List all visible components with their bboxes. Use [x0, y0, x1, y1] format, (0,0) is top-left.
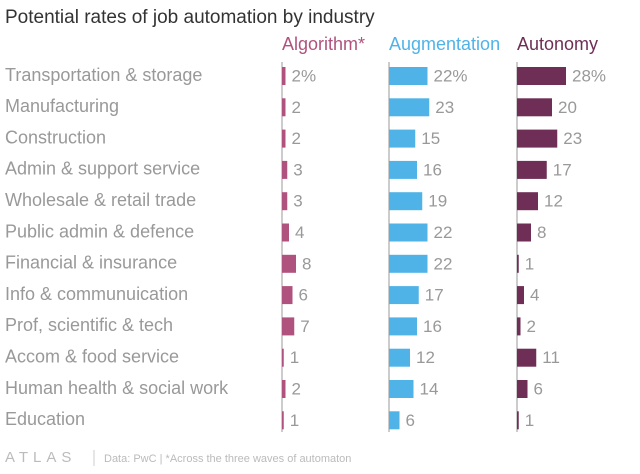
- series-header: Autonomy: [517, 34, 598, 54]
- bar: [517, 223, 531, 242]
- bar: [282, 411, 284, 430]
- bar: [517, 380, 528, 398]
- value-label: 1: [290, 411, 299, 430]
- value-label: 6: [299, 286, 308, 305]
- value-label: 2: [292, 129, 301, 148]
- category-label: Human health & social work: [5, 378, 229, 398]
- bar: [282, 380, 286, 398]
- bar: [389, 98, 430, 117]
- bar: [282, 317, 295, 336]
- bar: [282, 223, 289, 242]
- value-label: 17: [425, 286, 444, 305]
- bar: [282, 98, 286, 117]
- value-label: 2: [527, 317, 536, 336]
- value-label: 4: [295, 223, 304, 242]
- series-header: Augmentation: [389, 34, 500, 54]
- bar: [517, 67, 566, 85]
- bar: [389, 223, 428, 242]
- bar: [389, 67, 428, 85]
- value-label: 17: [553, 160, 572, 179]
- value-label: 2%: [292, 66, 317, 85]
- bar: [389, 411, 400, 430]
- value-label: 6: [534, 379, 543, 398]
- value-label: 1: [290, 348, 299, 367]
- bar: [282, 192, 288, 211]
- category-label: Wholesale & retail trade: [5, 190, 196, 210]
- bar: [389, 317, 417, 336]
- value-label: 6: [406, 411, 415, 430]
- bar: [389, 286, 419, 305]
- bar: [282, 160, 288, 179]
- value-label: 2: [292, 379, 301, 398]
- series-header: Algorithm*: [282, 34, 365, 54]
- value-label: 15: [421, 129, 440, 148]
- value-label: 11: [542, 348, 560, 367]
- value-label: 16: [423, 160, 442, 179]
- bar: [389, 192, 423, 211]
- value-label: 20: [558, 98, 577, 117]
- value-label: 7: [300, 317, 309, 336]
- category-label: Admin & support service: [5, 159, 200, 179]
- value-label: 1: [525, 411, 534, 430]
- bar: [517, 129, 558, 148]
- value-label: 3: [293, 160, 302, 179]
- value-label: 12: [544, 192, 563, 211]
- bar: [517, 317, 521, 336]
- value-label: 8: [537, 223, 546, 242]
- category-label: Info & communuication: [5, 284, 188, 304]
- category-label: Construction: [5, 127, 106, 147]
- category-label: Transportation & storage: [5, 65, 202, 85]
- category-label: Prof, scientific & tech: [5, 315, 173, 335]
- value-label: 2: [292, 98, 301, 117]
- bar: [389, 380, 414, 398]
- category-label: Financial & insurance: [5, 253, 177, 273]
- bar: [389, 348, 410, 367]
- category-label: Public admin & defence: [5, 221, 194, 241]
- value-label: 8: [302, 254, 311, 273]
- value-label: 23: [563, 129, 582, 148]
- bar: [517, 348, 537, 367]
- bar: [517, 411, 519, 430]
- value-label: 1: [525, 254, 534, 273]
- value-label: 4: [530, 286, 539, 305]
- bar: [517, 192, 538, 211]
- bar: [282, 348, 284, 367]
- bar: [282, 254, 296, 273]
- bar: [389, 254, 428, 273]
- value-label: 23: [435, 98, 454, 117]
- bar: [282, 129, 286, 148]
- category-label: Manufacturing: [5, 96, 119, 116]
- value-label: 12: [416, 348, 435, 367]
- category-label: Education: [5, 409, 85, 429]
- value-label: 14: [420, 379, 439, 398]
- value-label: 22: [434, 223, 453, 242]
- bar: [517, 254, 519, 273]
- value-label: 3: [293, 192, 302, 211]
- bar: [517, 160, 547, 179]
- value-label: 19: [428, 192, 447, 211]
- bar: [389, 129, 416, 148]
- chart-title: Potential rates of job automation by ind…: [5, 7, 375, 28]
- value-label: 22%: [434, 66, 468, 85]
- brand: ATLAS: [5, 449, 76, 466]
- source: Data: PwC | *Across the three waves of a…: [104, 453, 351, 465]
- bar: [282, 67, 286, 85]
- bar: [282, 286, 293, 305]
- category-label: Accom & food service: [5, 346, 179, 366]
- value-label: 22: [434, 254, 453, 273]
- value-label: 28%: [572, 66, 606, 85]
- bar: [517, 98, 552, 117]
- bar: [517, 286, 524, 305]
- value-label: 16: [423, 317, 442, 336]
- bar: [389, 160, 417, 179]
